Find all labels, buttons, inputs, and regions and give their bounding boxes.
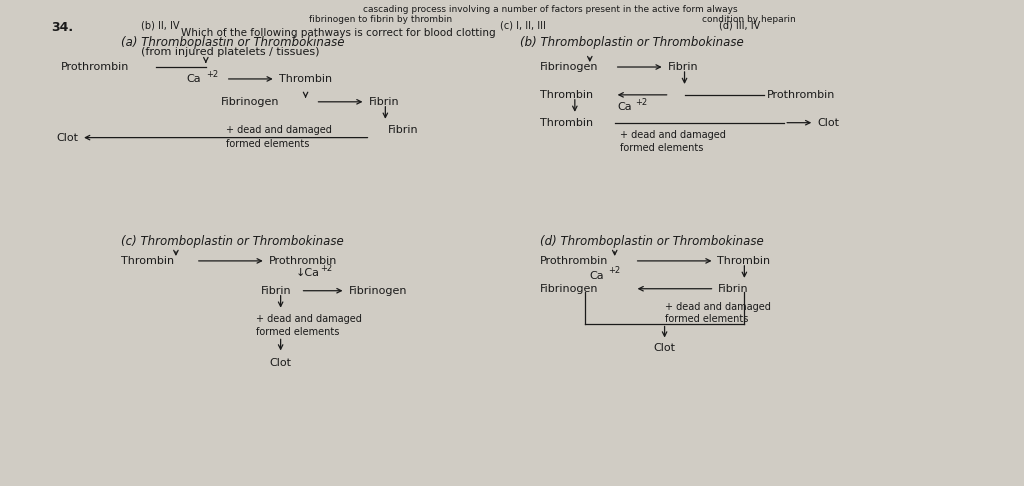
Text: cascading process involving a number of factors present in the active form alway: cascading process involving a number of … [362, 5, 737, 14]
Text: + dead and damaged: + dead and damaged [620, 130, 726, 139]
Text: Fibrinogen: Fibrinogen [348, 286, 407, 295]
Text: + dead and damaged: + dead and damaged [256, 313, 361, 324]
Text: Fibrin: Fibrin [261, 286, 291, 295]
Text: Fibrin: Fibrin [369, 97, 399, 107]
Text: Clot: Clot [269, 358, 292, 368]
Text: 34.: 34. [51, 21, 74, 34]
Text: +2: +2 [607, 266, 620, 276]
Text: Thrombin: Thrombin [718, 256, 771, 266]
Text: + dead and damaged: + dead and damaged [225, 124, 332, 135]
Text: Fibrin: Fibrin [388, 124, 419, 135]
Text: ↓Ca: ↓Ca [296, 268, 319, 278]
Text: formed elements: formed elements [665, 313, 748, 324]
Text: (d) Thromboplastin or Thrombokinase: (d) Thromboplastin or Thrombokinase [540, 235, 764, 247]
Text: formed elements: formed elements [256, 328, 339, 337]
Text: Fibrinogen: Fibrinogen [540, 284, 598, 294]
Text: Thrombin: Thrombin [540, 118, 593, 128]
Text: formed elements: formed elements [225, 139, 309, 149]
Text: Fibrinogen: Fibrinogen [540, 62, 598, 72]
Text: Clot: Clot [56, 133, 78, 142]
Text: Thrombin: Thrombin [279, 74, 332, 84]
Text: Fibrin: Fibrin [668, 62, 698, 72]
Text: Thrombin: Thrombin [121, 256, 174, 266]
Text: condition by heparin: condition by heparin [702, 15, 797, 24]
Text: Ca: Ca [617, 102, 633, 112]
Text: (b) II, IV: (b) II, IV [141, 20, 179, 30]
Text: Clot: Clot [653, 344, 676, 353]
Text: (c) I, II, III: (c) I, II, III [500, 20, 546, 30]
Text: Fibrinogen: Fibrinogen [221, 97, 280, 107]
Text: +2: +2 [635, 98, 647, 107]
Text: fibrinogen to fibrin by thrombin: fibrinogen to fibrin by thrombin [309, 15, 452, 24]
Text: +2: +2 [321, 264, 333, 273]
Text: Clot: Clot [817, 118, 840, 128]
Text: (d) III, IV: (d) III, IV [720, 20, 761, 30]
Text: (a) Thromboplastin or Thrombokinase: (a) Thromboplastin or Thrombokinase [121, 35, 344, 49]
Text: Which of the following pathways is correct for blood clotting: Which of the following pathways is corre… [181, 28, 496, 38]
Text: Ca: Ca [590, 271, 604, 281]
Text: Prothrombin: Prothrombin [61, 62, 130, 72]
Text: (from injured platelets / tissues): (from injured platelets / tissues) [141, 47, 319, 57]
Text: + dead and damaged: + dead and damaged [665, 302, 770, 312]
Text: Prothrombin: Prothrombin [540, 256, 608, 266]
Text: Fibrin: Fibrin [718, 284, 749, 294]
Text: Prothrombin: Prothrombin [767, 90, 836, 100]
Text: (c) Thromboplastin or Thrombokinase: (c) Thromboplastin or Thrombokinase [121, 235, 344, 247]
Text: +2: +2 [206, 70, 218, 80]
Text: (b) Thromboplastin or Thrombokinase: (b) Thromboplastin or Thrombokinase [520, 35, 743, 49]
Text: Ca: Ca [186, 74, 201, 84]
Text: Prothrombin: Prothrombin [268, 256, 337, 266]
Text: Thrombin: Thrombin [540, 90, 593, 100]
Text: formed elements: formed elements [620, 142, 703, 153]
